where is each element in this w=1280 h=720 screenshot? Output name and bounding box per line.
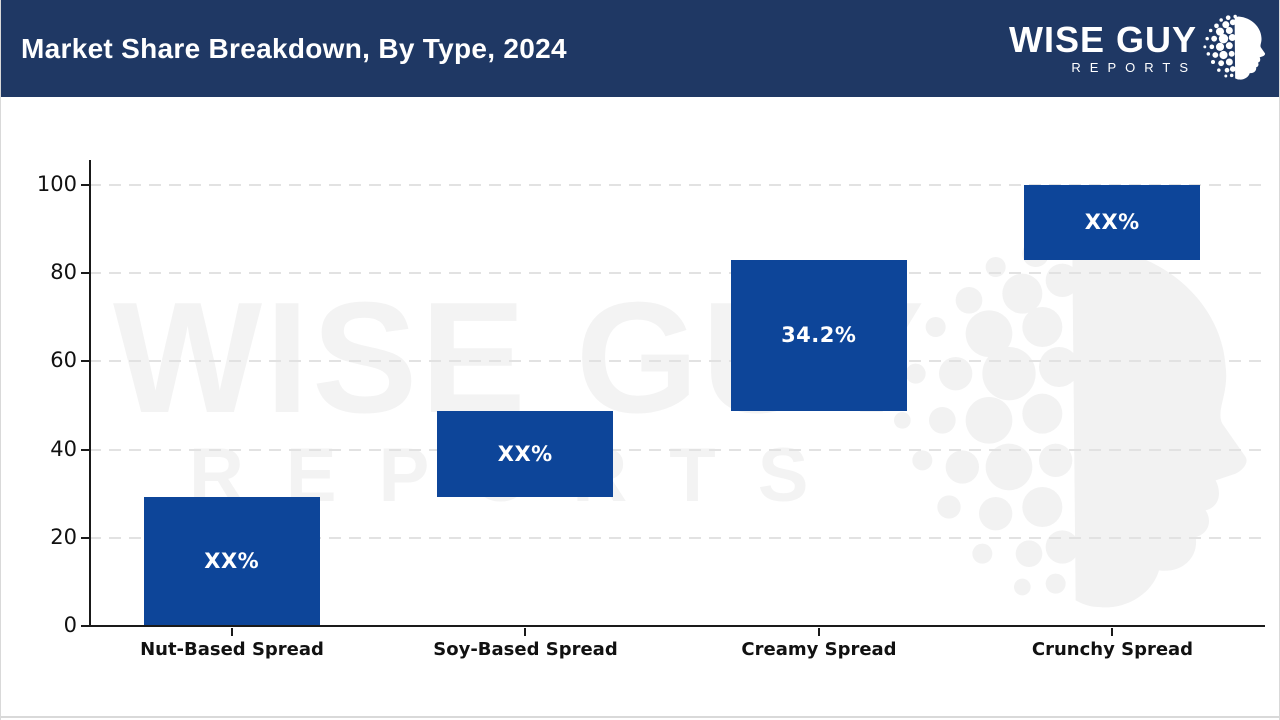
bar-value-label-creamy-spread: 34.2% xyxy=(781,323,857,348)
bar-value-label-nut-based-spread: XX% xyxy=(204,549,260,574)
logo-reports-label: REPORTS xyxy=(1071,59,1197,75)
x-tick-soy-based-spread xyxy=(524,628,527,636)
chart-title: Market Share Breakdown, By Type, 2024 xyxy=(21,32,567,64)
x-axis-label-soy-based-spread: Soy-Based Spread xyxy=(433,639,618,660)
y-tick-label-80: 80 xyxy=(50,260,77,285)
x-tick-crunchy-spread xyxy=(1111,628,1114,636)
y-tick-label-20: 20 xyxy=(50,524,77,549)
gridline-60 xyxy=(89,360,1263,363)
gridline-80 xyxy=(89,272,1263,275)
y-tick-0 xyxy=(81,625,89,627)
bar-soy-based-spread: XX% xyxy=(437,410,614,497)
x-axis-label-creamy-spread: Creamy Spread xyxy=(741,639,897,660)
x-axis-label-nut-based-spread: Nut-Based Spread xyxy=(140,639,324,660)
y-axis-line xyxy=(89,160,91,627)
bar-value-label-crunchy-spread: XX% xyxy=(1084,210,1140,235)
bottom-border-line xyxy=(1,716,1279,718)
bar-crunchy-spread: XX% xyxy=(1024,185,1201,260)
gridline-40 xyxy=(89,448,1263,451)
logo-wiseguy-label: WISE GUY xyxy=(1008,19,1197,61)
y-tick-label-0: 0 xyxy=(63,613,77,637)
bar-value-label-soy-based-spread: XX% xyxy=(497,441,553,466)
y-tick-60 xyxy=(81,360,89,363)
x-axis-line xyxy=(87,625,1265,627)
y-tick-label-60: 60 xyxy=(50,348,77,373)
y-tick-40 xyxy=(81,448,89,451)
header-bar: Market Share Breakdown, By Type, 2024 WI… xyxy=(1,0,1279,97)
y-tick-label-100: 100 xyxy=(36,172,77,196)
y-tick-label-40: 40 xyxy=(50,436,77,461)
bar-nut-based-spread: XX% xyxy=(143,496,320,626)
y-tick-20 xyxy=(81,536,89,539)
y-tick-80 xyxy=(81,272,89,275)
x-tick-nut-based-spread xyxy=(230,628,233,636)
x-tick-creamy-spread xyxy=(817,628,820,636)
logo-text: WISE GUY REPORTS xyxy=(1009,21,1197,75)
gridline-100 xyxy=(89,184,1263,186)
y-tick-100 xyxy=(81,184,89,186)
x-axis-label-crunchy-spread: Crunchy Spread xyxy=(1031,639,1194,660)
gridline-20 xyxy=(89,536,1263,539)
wise-guy-reports-logo: WISE GUY REPORTS xyxy=(1009,6,1269,90)
bar-creamy-spread: 34.2% xyxy=(730,259,907,411)
